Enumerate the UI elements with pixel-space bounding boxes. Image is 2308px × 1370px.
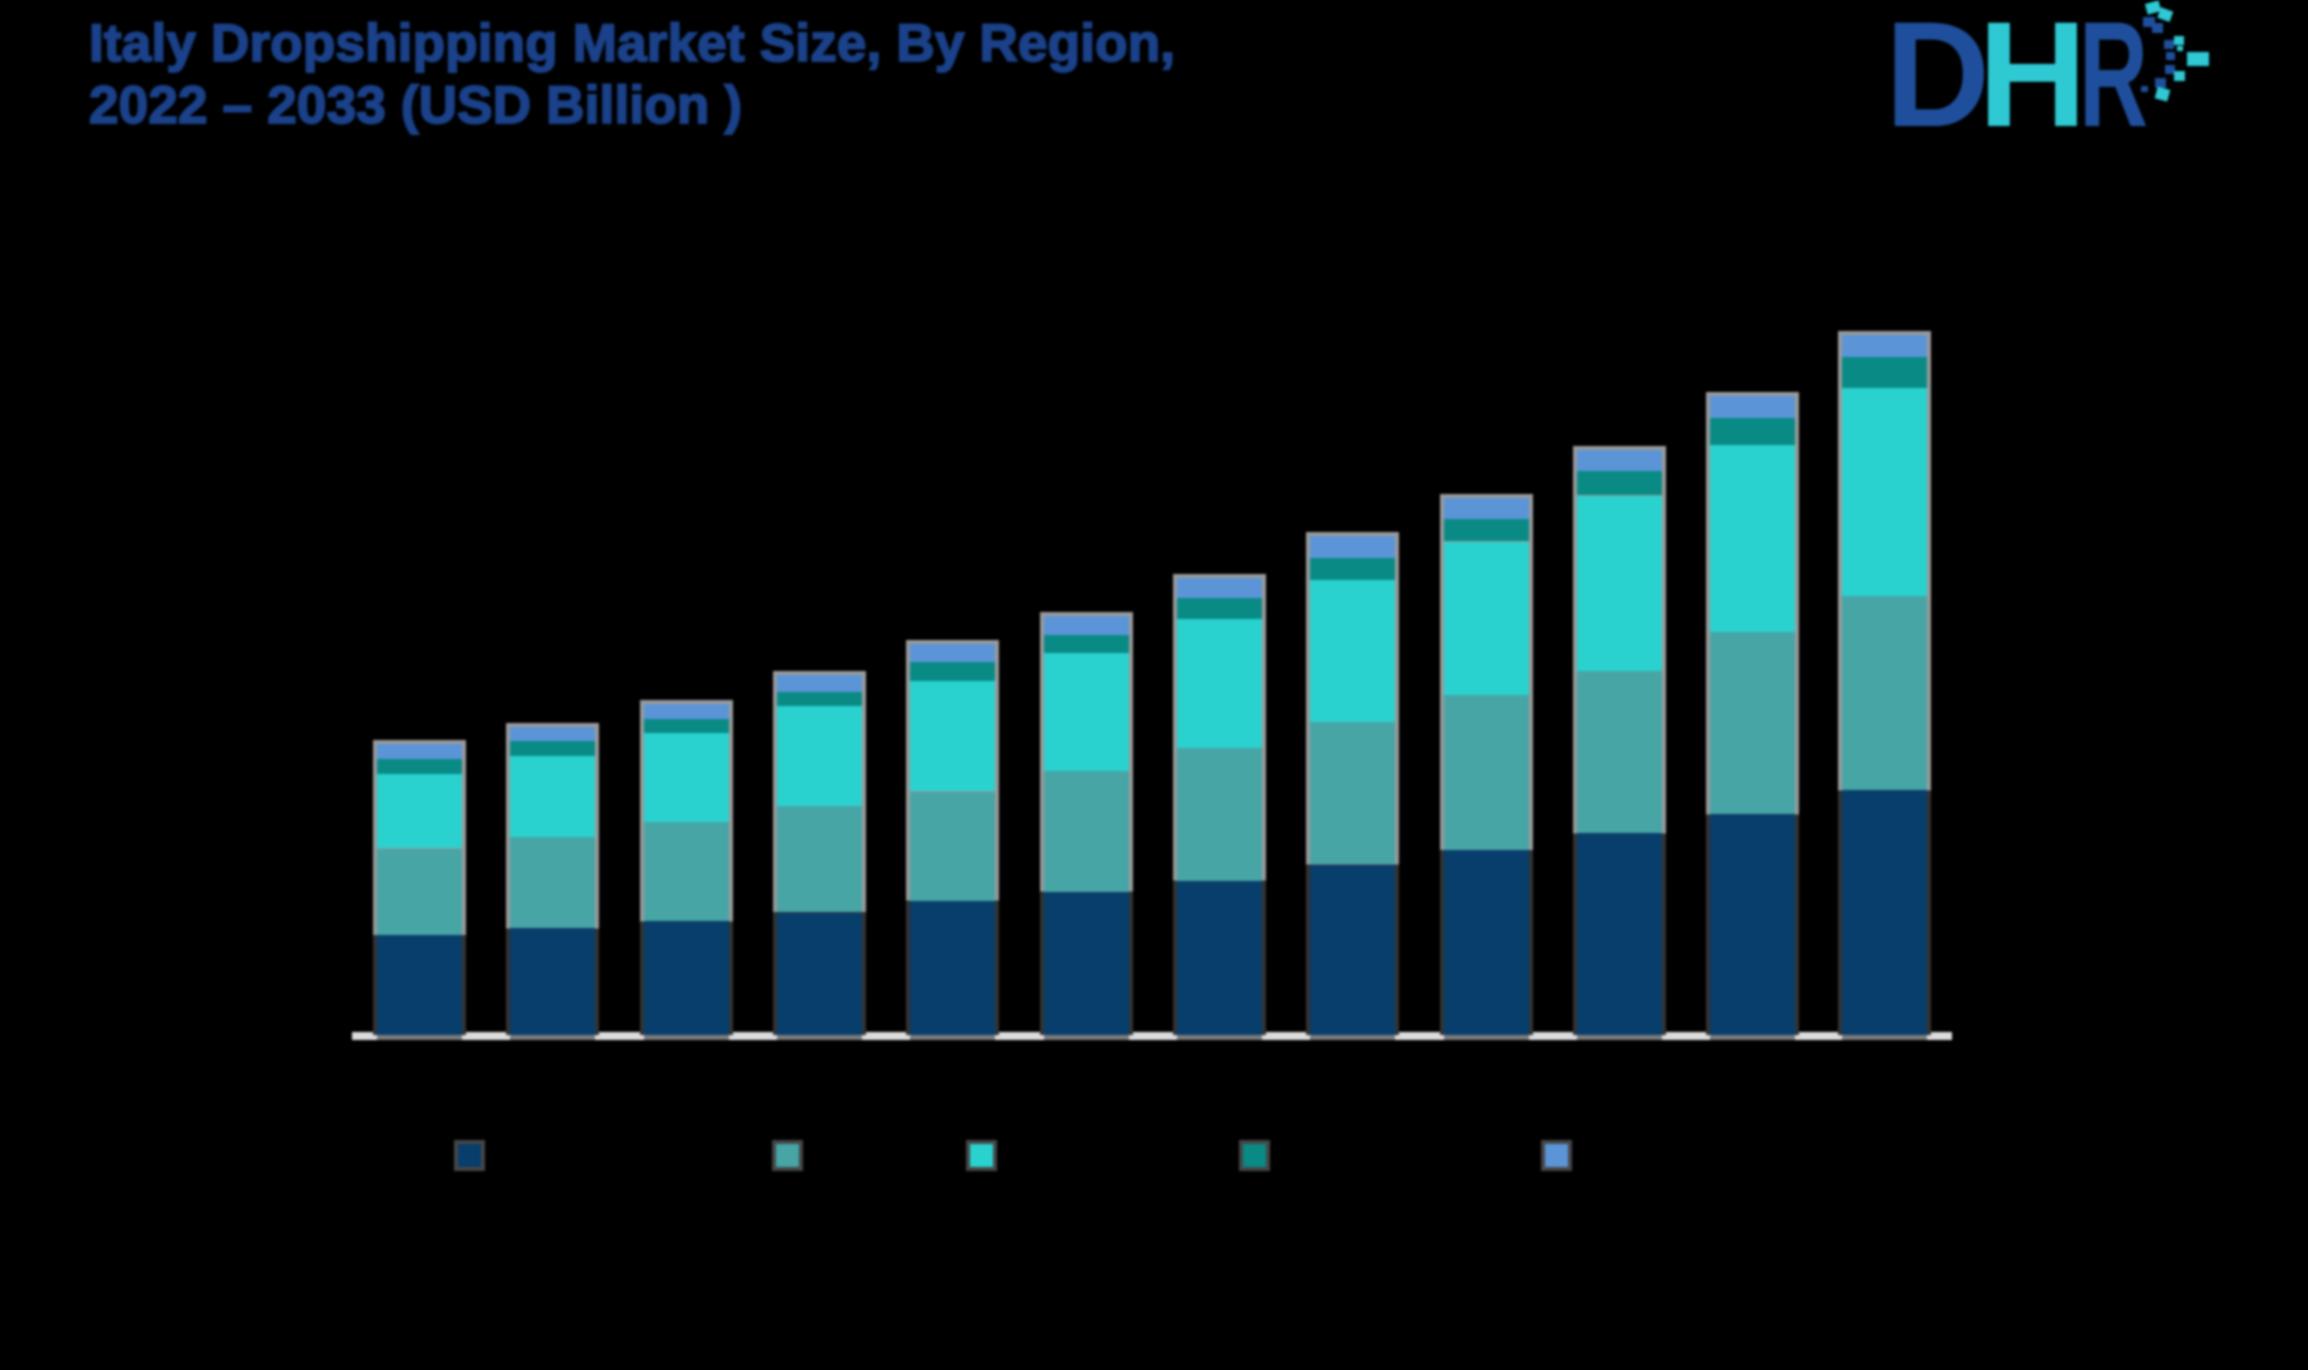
svg-text:D: D [1886,0,1990,140]
svg-text:R: R [2079,0,2148,140]
svg-text:H: H [1978,0,2087,140]
